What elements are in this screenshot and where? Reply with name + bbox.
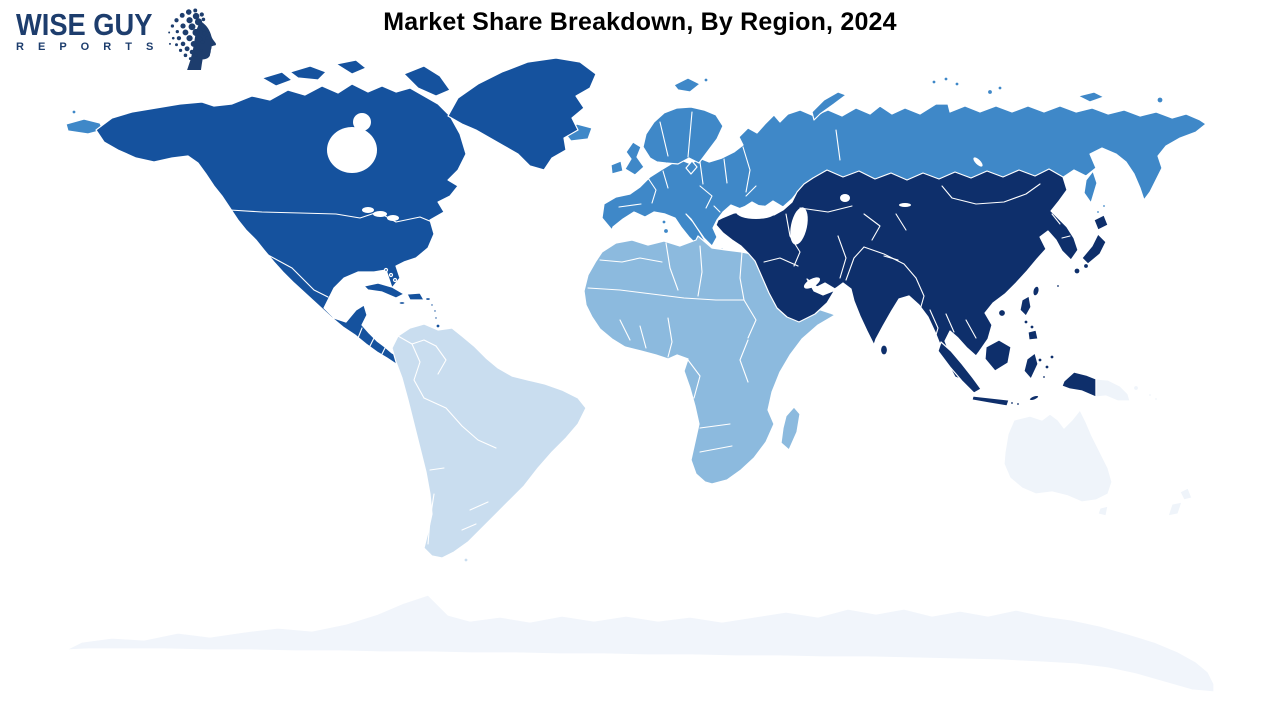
great-lakes <box>362 207 374 213</box>
logo-reports-text: R E P O R T S <box>16 41 159 53</box>
trinidad <box>435 323 441 329</box>
svalbard <box>673 77 701 93</box>
new-guinea-west <box>1061 371 1097 398</box>
corsica <box>661 219 667 225</box>
philippines-luzon <box>1019 295 1032 317</box>
wise-guy-reports-logo: WISE GUY R E P O R T S <box>16 7 219 70</box>
java <box>971 395 1010 407</box>
scandinavia <box>642 106 724 165</box>
black-sea <box>736 205 776 219</box>
hainan <box>997 308 1007 318</box>
wrangel-island <box>1156 96 1164 104</box>
lake-baikal <box>973 157 983 167</box>
caspian-sea <box>790 207 808 245</box>
new-siberian-islands <box>1077 91 1105 103</box>
antarctica-mainland <box>65 594 1215 693</box>
logo-wise-guy-text: WISE GUY <box>16 7 153 42</box>
canadian-arctic-islands <box>289 65 327 81</box>
falkland-islands <box>463 557 469 563</box>
hudson-bay <box>327 127 377 173</box>
puerto-rico <box>424 296 432 302</box>
japan-honshu <box>1081 233 1107 265</box>
australia <box>1003 409 1113 503</box>
baffin-island <box>403 65 451 97</box>
great-britain <box>624 141 645 176</box>
japan-hokkaido <box>1093 214 1109 231</box>
madagascar <box>780 406 801 451</box>
region-south-america <box>391 323 587 563</box>
philippines-mindanao <box>1027 329 1039 341</box>
timor <box>1028 394 1040 402</box>
japan-kyushu <box>1073 267 1081 275</box>
tasmania <box>1097 505 1109 517</box>
novaya-zemlya <box>811 91 847 121</box>
region-antarctica <box>65 594 1215 693</box>
new-britain <box>1132 384 1140 392</box>
gulf-of-california <box>248 242 274 284</box>
jamaica <box>398 300 406 306</box>
denmark <box>685 160 698 175</box>
persian-gulf <box>803 277 821 289</box>
sakhalin <box>1083 170 1098 204</box>
region-north-america <box>95 57 597 365</box>
sri-lanka <box>879 344 889 356</box>
europe-russia-mainland <box>601 103 1207 247</box>
sardinia <box>662 227 670 235</box>
papua-new-guinea <box>1095 378 1131 402</box>
south-america-mainland <box>391 323 587 559</box>
region-oceania <box>1003 378 1193 517</box>
aral-sea <box>840 194 850 202</box>
north-america-mainland <box>95 83 467 365</box>
new-zealand-south <box>1167 501 1183 517</box>
taiwan <box>1032 285 1040 297</box>
sulawesi <box>1023 352 1039 380</box>
ireland <box>610 160 624 175</box>
new-zealand-north <box>1179 487 1193 501</box>
country-borders-overlay <box>229 111 1071 545</box>
sumatra <box>937 341 982 394</box>
lake-balkhash <box>899 203 911 207</box>
wise-guy-head-icon <box>168 8 216 70</box>
inland-seas <box>248 113 983 289</box>
chart-title: Market Share Breakdown, By Region, 2024 <box>383 8 897 36</box>
greenland <box>447 57 597 171</box>
borneo <box>984 339 1012 372</box>
cuba <box>363 282 405 299</box>
hispaniola <box>406 292 425 301</box>
japan-shikoku <box>1082 262 1090 270</box>
